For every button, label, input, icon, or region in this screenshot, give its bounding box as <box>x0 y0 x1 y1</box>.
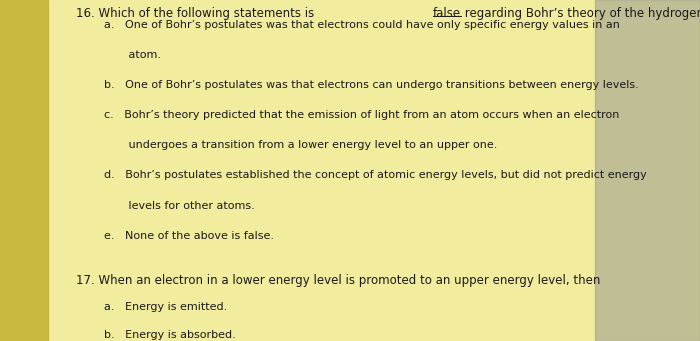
Text: c.   Bohr’s theory predicted that the emission of light from an atom occurs when: c. Bohr’s theory predicted that the emis… <box>104 110 619 120</box>
Text: atom.: atom. <box>104 50 160 60</box>
Text: e.   None of the above is false.: e. None of the above is false. <box>104 231 274 240</box>
Text: 17. When an electron in a lower energy level is promoted to an upper energy leve: 17. When an electron in a lower energy l… <box>76 274 600 287</box>
Text: undergoes a transition from a lower energy level to an upper one.: undergoes a transition from a lower ener… <box>104 140 497 150</box>
Text: b.   Energy is absorbed.: b. Energy is absorbed. <box>104 330 235 340</box>
Text: levels for other atoms.: levels for other atoms. <box>104 201 254 210</box>
Bar <box>595 0 700 341</box>
Text: 16. Which of the following statements is: 16. Which of the following statements is <box>76 7 318 20</box>
Text: regarding Bohr’s theory of the hydrogen atom?: regarding Bohr’s theory of the hydrogen … <box>461 7 700 20</box>
Text: false: false <box>433 7 461 20</box>
Text: d.   Bohr’s postulates established the concept of atomic energy levels, but did : d. Bohr’s postulates established the con… <box>104 170 646 180</box>
Bar <box>0 0 48 341</box>
Text: a.   One of Bohr’s postulates was that electrons could have only specific energy: a. One of Bohr’s postulates was that ele… <box>104 20 620 30</box>
Text: b.   One of Bohr’s postulates was that electrons can undergo transitions between: b. One of Bohr’s postulates was that ele… <box>104 80 638 90</box>
Text: a.   Energy is emitted.: a. Energy is emitted. <box>104 302 227 312</box>
